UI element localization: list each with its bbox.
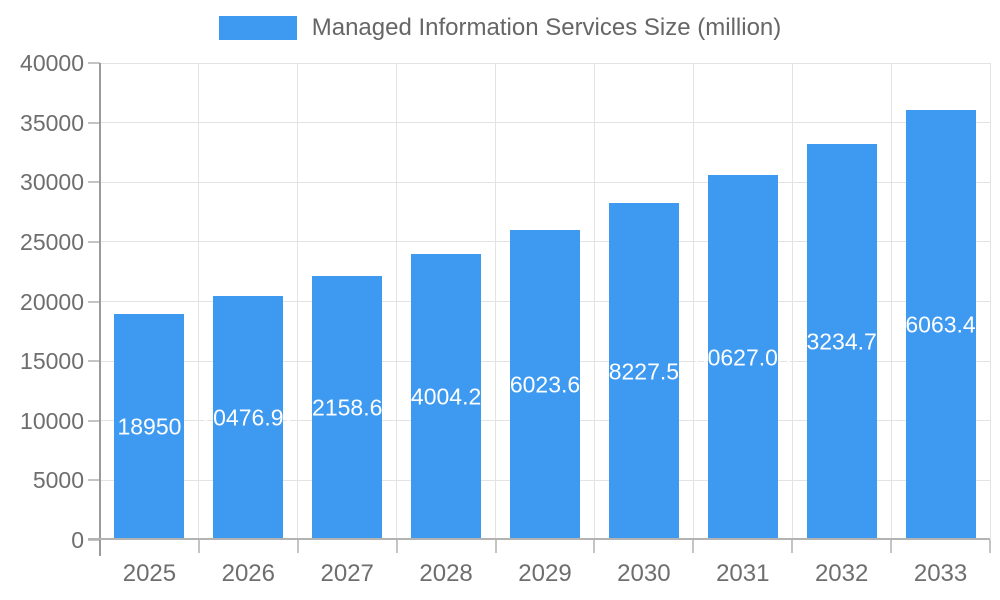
v-gridline xyxy=(396,63,398,540)
v-gridline xyxy=(297,63,299,540)
x-tick-label: 2030 xyxy=(617,560,671,587)
legend-item[interactable]: Managed Information Services Size (milli… xyxy=(0,14,1000,42)
bar-value-label: 18950 xyxy=(117,413,182,440)
y-axis-line xyxy=(99,63,101,556)
y-tick-mark xyxy=(88,479,100,482)
x-tick-mark xyxy=(593,540,596,553)
h-gridline xyxy=(100,62,990,64)
bar-value-label: 22158.68 xyxy=(299,394,396,421)
y-tick-mark xyxy=(88,62,100,64)
bar: 26023.69 xyxy=(497,230,593,540)
x-tick-mark xyxy=(989,540,991,553)
v-gridline xyxy=(791,63,793,540)
v-gridline xyxy=(198,63,200,540)
bar: 22158.68 xyxy=(299,276,395,540)
y-tick-mark xyxy=(88,240,100,243)
bar: 24004.28 xyxy=(398,254,494,540)
x-tick-mark xyxy=(197,540,200,553)
bar: 33234.75 xyxy=(794,144,890,540)
x-tick-mark xyxy=(890,540,893,553)
v-gridline xyxy=(989,63,991,540)
x-tick-label: 2028 xyxy=(419,560,473,587)
x-tick-label: 2033 xyxy=(913,560,968,587)
bar-value-label: 20476.92 xyxy=(200,404,297,431)
plot-area: 0 5000 10000 15000 20000 25000 30000 35000 40000… xyxy=(20,50,991,587)
y-tick-mark xyxy=(88,300,100,303)
bar: 20476.92 xyxy=(200,296,296,540)
x-tick-mark xyxy=(395,540,398,553)
y-tick-label: 0 xyxy=(71,527,84,553)
v-gridline xyxy=(890,63,892,540)
bar: 18950 xyxy=(114,314,185,540)
x-tick-label: 2027 xyxy=(320,560,374,587)
legend-swatch xyxy=(218,16,297,40)
bar-value-label: 28227.57 xyxy=(595,358,692,384)
v-gridline xyxy=(593,63,595,540)
x-tick-mark xyxy=(296,540,299,553)
h-gridline xyxy=(100,181,990,183)
h-gridline xyxy=(100,122,990,124)
bar-value-label: 24004.28 xyxy=(398,383,495,410)
y-tick-mark xyxy=(88,419,100,422)
v-gridline xyxy=(495,63,497,540)
x-tick-label: 2032 xyxy=(814,560,869,587)
x-tick-label: 2029 xyxy=(518,560,572,587)
x-tick-label: 2031 xyxy=(716,560,770,587)
y-tick-mark xyxy=(88,539,100,541)
bar: 28227.57 xyxy=(596,203,692,540)
y-tick-mark xyxy=(88,181,100,184)
x-tick-label: 2026 xyxy=(221,560,275,587)
y-tick-label: 30000 xyxy=(20,169,84,196)
bar: 36063.44 xyxy=(893,110,989,540)
x-tick-mark xyxy=(791,540,794,553)
y-tick-label: 20000 xyxy=(20,288,84,315)
x-tick-mark xyxy=(494,540,497,553)
x-tick-label: 2025 xyxy=(122,560,177,587)
y-tick-label: 15000 xyxy=(20,348,84,375)
x-axis-line xyxy=(88,538,990,540)
bar-value-label: 26023.69 xyxy=(497,371,593,398)
x-tick-mark xyxy=(692,540,695,553)
y-tick-mark xyxy=(88,360,100,363)
bar-value-label: 36063.44 xyxy=(892,311,989,338)
legend-label: Managed Information Services Size (milli… xyxy=(311,14,782,41)
bar: 30627.05 xyxy=(695,175,791,540)
y-tick-label: 40000 xyxy=(20,50,84,76)
y-tick-mark xyxy=(88,121,100,124)
y-tick-label: 35000 xyxy=(20,109,84,136)
bar-value-label: 30627.05 xyxy=(694,344,791,370)
y-tick-label: 10000 xyxy=(20,407,84,434)
v-gridline xyxy=(692,63,694,540)
y-tick-label: 25000 xyxy=(20,228,84,255)
y-tick-label: 5000 xyxy=(32,467,84,494)
bar-value-label: 33234.75 xyxy=(793,328,890,355)
